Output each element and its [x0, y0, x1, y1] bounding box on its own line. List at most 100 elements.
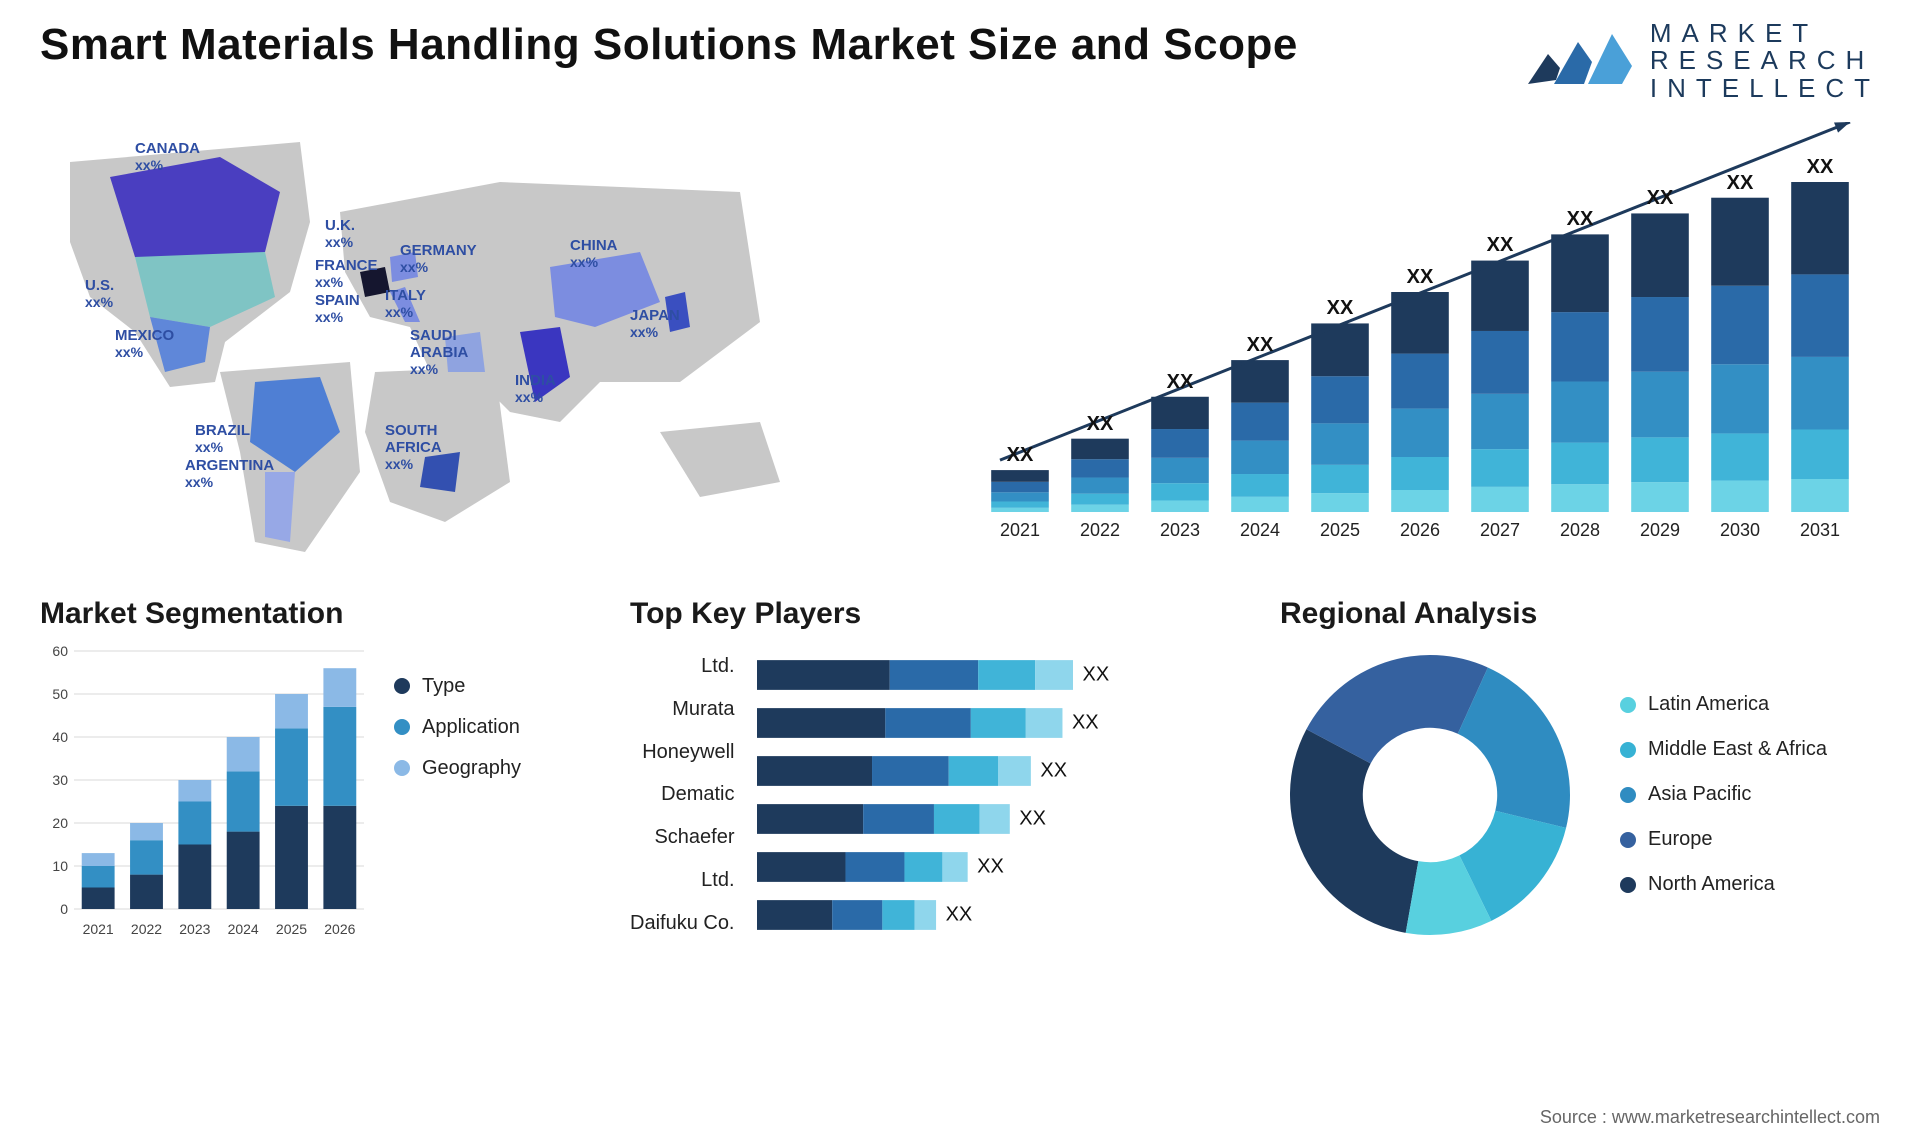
seg-xtick: 2026 [322, 921, 358, 937]
player-bar-seg [998, 756, 1031, 786]
main-bar-seg [1391, 408, 1449, 456]
seg-bar-seg [275, 728, 308, 805]
main-bar-seg [1391, 490, 1449, 512]
bottom-row: Market Segmentation 01020304050602021202… [40, 597, 1880, 945]
main-bar-seg [1791, 182, 1849, 274]
main-bar-category: 2025 [1320, 520, 1360, 541]
regional-legend-item: Europe [1620, 828, 1827, 851]
legend-label: Application [422, 716, 520, 739]
map-label: SAUDIARABIAxx% [410, 327, 468, 378]
legend-label: Geography [422, 757, 521, 780]
logo-line3: INTELLECT [1650, 75, 1880, 102]
top-row: CANADAxx%U.S.xx%MEXICOxx%BRAZILxx%ARGENT… [40, 122, 1880, 552]
player-value: XX [1019, 807, 1046, 830]
regional-legend-item: Middle East & Africa [1620, 738, 1827, 761]
player-value: XX [1040, 759, 1067, 782]
segmentation-svg [40, 645, 370, 935]
main-bar-value: XX [1007, 444, 1034, 467]
player-label: Daifuku Co. [630, 912, 735, 935]
main-bar-seg [1071, 494, 1129, 505]
main-bar-category: 2029 [1640, 520, 1680, 541]
main-bar-seg [1551, 234, 1609, 312]
main-bar-seg [991, 508, 1049, 512]
seg-bar-seg [82, 887, 115, 909]
seg-xtick: 2023 [177, 921, 213, 937]
main-bar-seg [1471, 331, 1529, 394]
legend-swatch [1620, 697, 1636, 713]
seg-ytick: 50 [40, 686, 68, 702]
main-bar-category: 2021 [1000, 520, 1040, 541]
player-label: Ltd. [701, 869, 734, 892]
logo-line2: RESEARCH [1650, 47, 1880, 74]
players-chart: XXXXXXXXXXXX [753, 645, 1133, 945]
main-bar-seg [1551, 381, 1609, 442]
map-label: U.S.xx% [85, 277, 114, 310]
seg-bar-seg [227, 831, 260, 908]
main-bar-seg [1071, 477, 1129, 493]
map-label: JAPANxx% [630, 307, 680, 340]
players-panel: Top Key Players Ltd.MurataHoneywellDemat… [630, 597, 1250, 945]
legend-swatch [1620, 742, 1636, 758]
world-map: CANADAxx%U.S.xx%MEXICOxx%BRAZILxx%ARGENT… [40, 122, 920, 552]
players-labels: Ltd.MurataHoneywellDematicSchaeferLtd.Da… [630, 645, 753, 945]
main-bar-seg [1711, 286, 1769, 365]
player-label: Ltd. [701, 655, 734, 678]
map-label: U.K.xx% [325, 217, 355, 250]
main-bar-category: 2028 [1560, 520, 1600, 541]
main-bar-seg [1791, 429, 1849, 479]
main-bar-seg [1231, 474, 1289, 497]
main-bar-seg [1311, 423, 1369, 464]
main-bar-value: XX [1167, 371, 1194, 394]
map-label: MEXICOxx% [115, 327, 174, 360]
main-bar-seg [1071, 505, 1129, 512]
seg-ytick: 60 [40, 643, 68, 659]
main-bar-seg [1231, 497, 1289, 512]
seg-ytick: 20 [40, 815, 68, 831]
main-bar-value: XX [1647, 187, 1674, 210]
map-label: FRANCExx% [315, 257, 378, 290]
seg-bar-seg [275, 806, 308, 909]
legend-label: Middle East & Africa [1648, 738, 1827, 761]
seg-bar-seg [130, 840, 163, 874]
main-bar-seg [991, 492, 1049, 501]
seg-ytick: 0 [40, 901, 68, 917]
main-bar-seg [1231, 440, 1289, 473]
player-label: Honeywell [642, 741, 734, 764]
header: Smart Materials Handling Solutions Marke… [40, 20, 1880, 102]
main-bar-seg [1631, 213, 1689, 297]
player-bar-seg [1035, 660, 1073, 690]
seg-xtick: 2022 [129, 921, 165, 937]
main-bar-value: XX [1487, 234, 1514, 257]
main-bar-seg [1311, 493, 1369, 512]
regional-panel: Regional Analysis Latin America Middle Ea… [1280, 597, 1880, 945]
map-label: CHINAxx% [570, 237, 618, 270]
legend-swatch [1620, 787, 1636, 803]
legend-label: North America [1648, 873, 1775, 896]
main-bar-seg [1311, 376, 1369, 423]
seg-bar-seg [178, 844, 211, 909]
player-bar-seg [863, 804, 934, 834]
main-bar-seg [1471, 260, 1529, 330]
seg-bar-seg [82, 853, 115, 866]
player-label: Schaefer [654, 826, 734, 849]
main-bar-seg [1151, 500, 1209, 512]
legend-label: Type [422, 675, 465, 698]
map-label: SPAINxx% [315, 292, 360, 325]
main-bar-category: 2026 [1400, 520, 1440, 541]
main-bar-seg [1551, 442, 1609, 484]
map-label: ITALYxx% [385, 287, 426, 320]
main-bar-seg [1791, 357, 1849, 430]
seg-bar-seg [82, 866, 115, 888]
main-bar-category: 2023 [1160, 520, 1200, 541]
regional-title: Regional Analysis [1280, 597, 1880, 631]
segmentation-legend-item: Application [394, 716, 521, 739]
legend-label: Asia Pacific [1648, 783, 1751, 806]
main-bar-seg [1231, 403, 1289, 441]
regional-donut [1280, 645, 1580, 945]
seg-bar-seg [323, 707, 356, 806]
seg-ytick: 30 [40, 772, 68, 788]
legend-label: Latin America [1648, 693, 1769, 716]
seg-bar-seg [227, 737, 260, 771]
main-bar-seg [1631, 297, 1689, 372]
main-bar-seg [1471, 394, 1529, 449]
